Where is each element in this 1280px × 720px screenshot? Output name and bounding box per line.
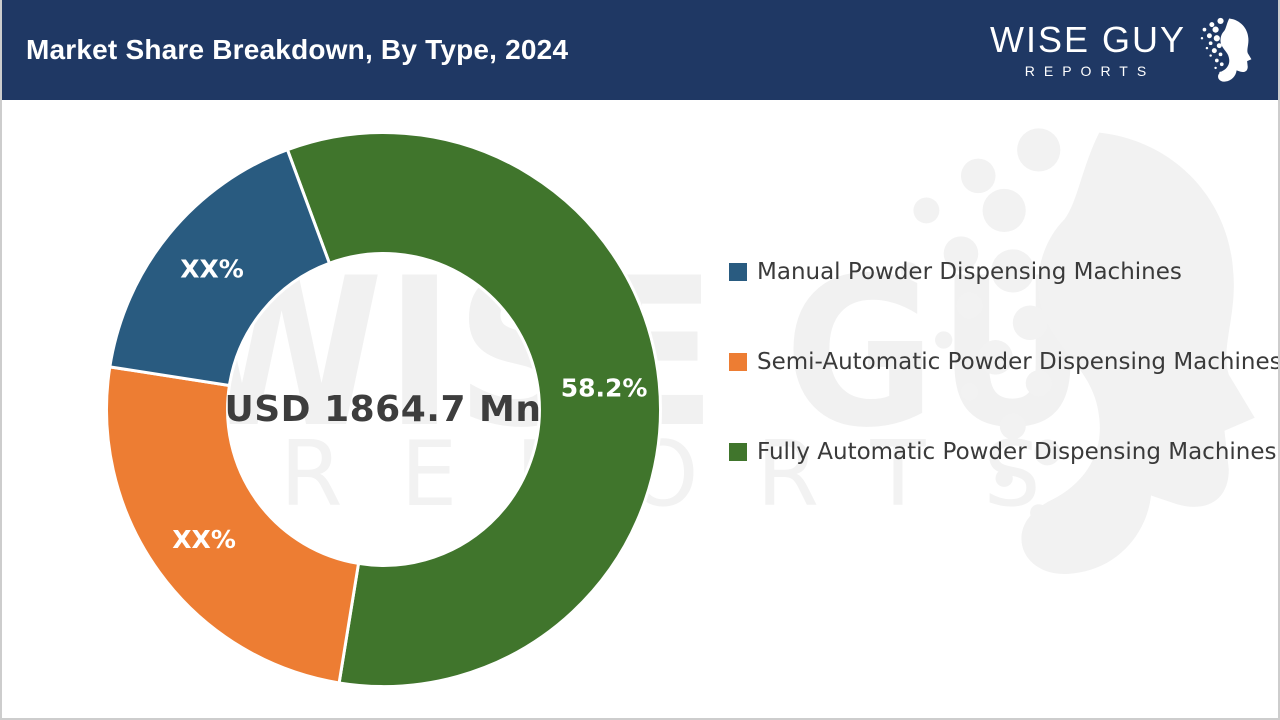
donut-chart: 58.2% XX% XX% [105, 131, 662, 688]
legend-item-semi-automatic: Semi-Automatic Powder Dispensing Machine… [729, 348, 1280, 376]
legend-swatch-fully-automatic [729, 443, 747, 461]
legend-item-fully-automatic: Fully Automatic Powder Dispensing Machin… [729, 438, 1277, 466]
logo-text: WISE GUY REPORTS [989, 19, 1186, 79]
watermark-reports-text: REPORTS [280, 422, 1099, 527]
logo-wiseguy-text: WISE GUY [989, 19, 1186, 60]
legend-swatch-semi-automatic [729, 353, 747, 371]
legend-swatch-manual [729, 263, 747, 281]
donut-segment-manual [108, 148, 331, 387]
logo: WISE GUY REPORTS [990, 16, 1254, 84]
legend: Manual Powder Dispensing Machines Semi-A… [729, 0, 1280, 718]
header: Market Share Breakdown, By Type, 2024 WI… [2, 0, 1278, 100]
legend-label-manual: Manual Powder Dispensing Machines [757, 259, 1182, 285]
legend-item-manual: Manual Powder Dispensing Machines [729, 258, 1182, 286]
logo-reports-text: REPORTS [1024, 63, 1156, 79]
segment-label-semi-automatic: XX% [172, 525, 236, 554]
legend-label-semi-automatic: Semi-Automatic Powder Dispensing Machine… [757, 349, 1280, 375]
segment-label-manual: XX% [180, 255, 244, 284]
donut-segment-semi-automatic [105, 365, 361, 685]
legend-label-fully-automatic: Fully Automatic Powder Dispensing Machin… [757, 439, 1277, 465]
donut-segment-fully-automatic [285, 131, 662, 688]
donut-center-label: USD 1864.7 Mn [224, 389, 542, 430]
page-title: Market Share Breakdown, By Type, 2024 [26, 34, 569, 65]
segment-label-fully-automatic: 58.2% [561, 374, 648, 403]
